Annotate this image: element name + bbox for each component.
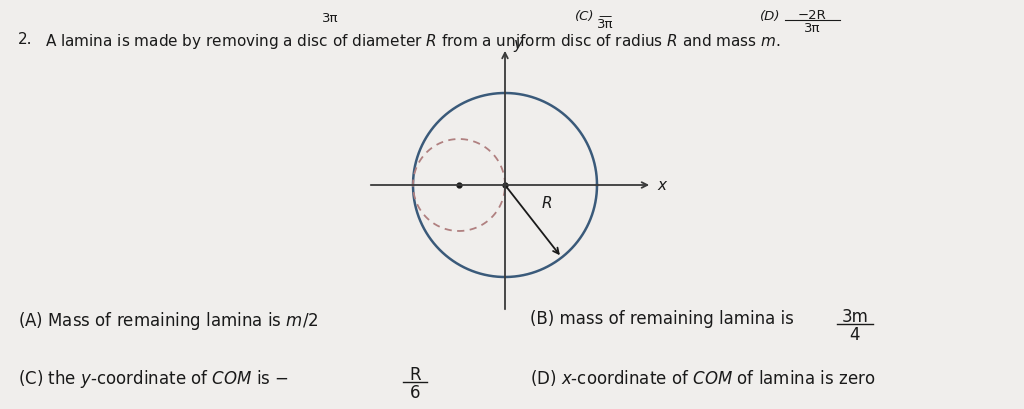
Text: (C): (C): [575, 10, 595, 23]
Text: 2.: 2.: [18, 32, 33, 47]
Text: R: R: [410, 366, 421, 384]
Text: 3π: 3π: [322, 12, 338, 25]
Text: 6: 6: [410, 384, 420, 402]
Text: 3m: 3m: [842, 308, 868, 326]
Text: A lamina is made by removing a disc of diameter $R$ from a uniform disc of radiu: A lamina is made by removing a disc of d…: [45, 32, 781, 51]
Text: (C) the $y$-coordinate of $COM$ is −: (C) the $y$-coordinate of $COM$ is −: [18, 368, 289, 390]
Text: (D): (D): [760, 10, 780, 23]
Text: —: —: [598, 10, 611, 23]
Text: (A) Mass of remaining lamina is $m/2$: (A) Mass of remaining lamina is $m/2$: [18, 310, 318, 332]
Text: (D) $x$-coordinate of $COM$ of lamina is zero: (D) $x$-coordinate of $COM$ of lamina is…: [530, 368, 876, 388]
Text: y: y: [513, 38, 522, 52]
Text: (B) mass of remaining lamina is: (B) mass of remaining lamina is: [530, 310, 799, 328]
Text: −2R: −2R: [798, 9, 826, 22]
Text: 4: 4: [850, 326, 860, 344]
Text: 3π: 3π: [804, 22, 820, 35]
Text: R: R: [542, 196, 552, 211]
Text: 3π: 3π: [597, 18, 613, 31]
Text: x: x: [657, 178, 666, 193]
